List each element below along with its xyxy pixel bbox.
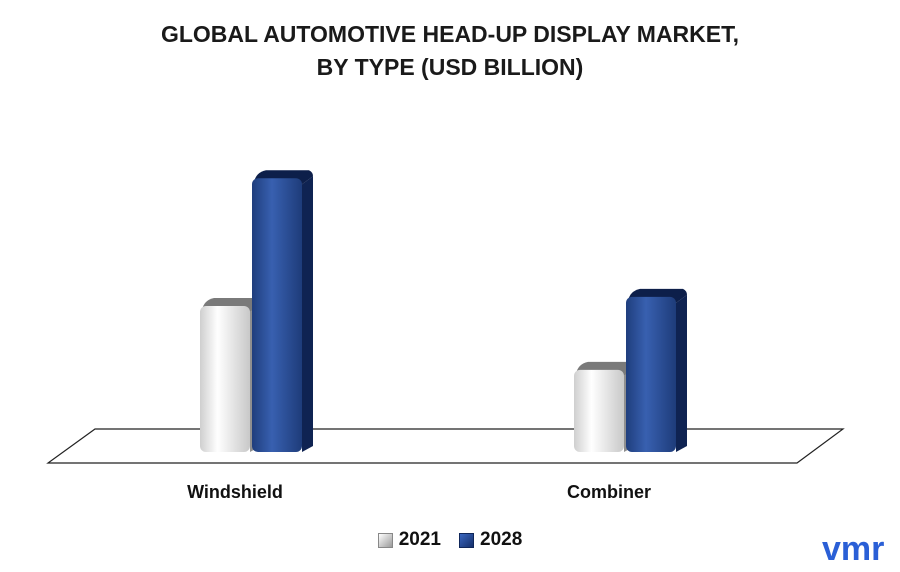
legend-label-2028: 2028: [480, 529, 523, 550]
vmr-logo-text: vmr: [822, 532, 884, 566]
bar-2028-windshield: [252, 178, 302, 452]
bar-side-2028-windshield: [302, 176, 313, 452]
vmr-logo: vmr: [822, 532, 884, 566]
chart-title-line-1: GLOBAL AUTOMOTIVE HEAD-UP DISPLAY MARKET…: [160, 21, 740, 47]
legend-label-2021: 2021: [398, 529, 441, 550]
chart-floor: [46, 428, 845, 464]
chart-title: GLOBAL AUTOMOTIVE HEAD-UP DISPLAY MARKET…: [0, 18, 900, 84]
legend-swatch-2028: [459, 532, 474, 548]
category-label-windshield: Windshield: [187, 482, 283, 502]
legend-item-2021: 2021: [377, 529, 441, 551]
bar-2021-combiner: [574, 369, 624, 452]
category-label-combiner: Combiner: [567, 482, 651, 502]
legend: 2021 2028: [0, 529, 900, 551]
chart-title-line-2: BY TYPE (USD BILLION): [316, 54, 584, 80]
legend-item-2028: 2028: [459, 529, 522, 551]
bar-2021-windshield: [200, 306, 250, 452]
bar-2028-combiner: [626, 296, 676, 452]
legend-swatch-2021: [377, 532, 393, 548]
bar-side-2028-combiner: [676, 294, 687, 452]
